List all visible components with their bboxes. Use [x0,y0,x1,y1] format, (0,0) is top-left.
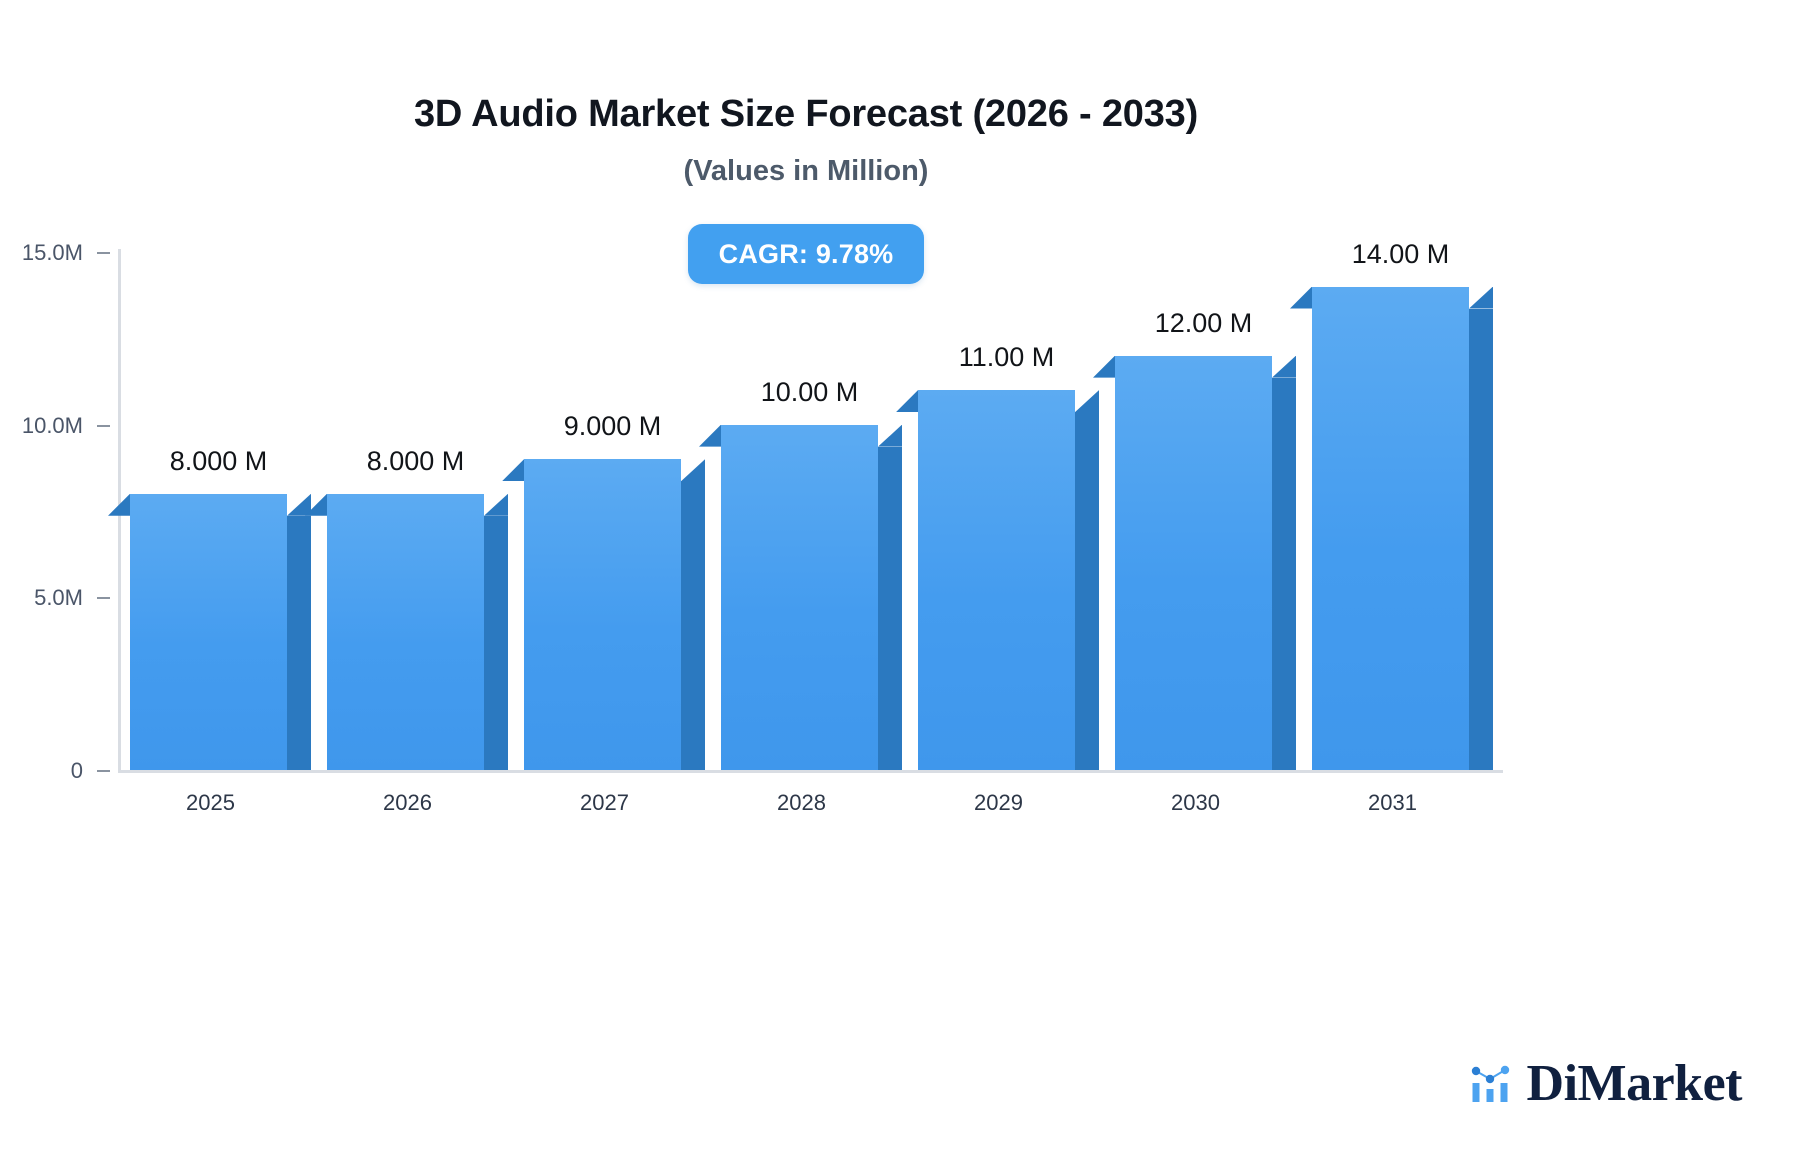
x-axis-tick-label: 2026 [383,790,432,815]
x-axis-tick-label: 2031 [1368,790,1417,815]
y-axis-tick-mark [97,597,110,600]
bar-value-label: 8.000 M [366,445,465,476]
bar-front-face [1115,355,1272,770]
bar-side-face [681,481,705,770]
bar [699,424,902,770]
bar-side-bevel [681,459,705,482]
y-axis-tick: 0 [0,758,110,784]
bar-side-face [1075,412,1099,770]
bar-front-face [524,459,681,770]
x-axis-tick-label: 2027 [580,790,629,815]
bar-value-label: 12.00 M [1154,307,1253,338]
y-axis-tick-mark [97,252,110,254]
chart-subtitle: (Values in Million) [683,154,929,187]
bar-side-bevel [287,493,311,516]
page-title: 3D Audio Market Size Forecast (2026 - 20… [413,93,1199,135]
bar-value-label: 11.00 M [958,342,1055,373]
bar [1290,286,1493,770]
bar-front-face [327,493,484,770]
brand-logo: DiMarket [1469,1055,1743,1112]
bar-side-bevel [1272,355,1296,378]
bar-value-label: 9.000 M [563,411,662,442]
bar-front-face [1312,286,1469,770]
bar-side-face [484,515,508,770]
y-axis-tick-label: 10.0M [21,412,83,438]
y-axis-tick-mark [97,770,110,772]
bar-side-face [1469,308,1493,770]
cagr-badge: CAGR: 9.78% [688,224,924,284]
bar-front-face [918,390,1075,770]
bar-side-face [878,446,902,770]
y-axis-tick-label: 5.0M [34,585,83,611]
bar-side-bevel [484,493,508,516]
title-block: 3D Audio Market Size Forecast (2026 - 20… [0,92,1612,188]
bar-value-label: 14.00 M [1351,238,1450,269]
bar-front-face [721,424,878,770]
logo-text: DiMarket [1526,1055,1743,1112]
x-axis-line [118,770,1503,773]
bar [305,493,508,770]
bar-left-bevel [1290,286,1312,309]
x-axis-tick-label: 2028 [777,790,826,815]
bar-side-bevel [878,424,902,447]
bar [896,390,1099,770]
bar-side-bevel [1469,286,1493,309]
y-axis-tick: 5.0M [0,585,110,611]
bar-value-label: 10.00 M [760,376,859,407]
bar-chart-icon [1469,1062,1513,1106]
bar-side-face [287,515,311,770]
x-axis-tick-label: 2030 [1171,790,1220,815]
bar [108,493,311,770]
y-axis-tick-label: 15.0M [21,240,83,265]
bar-side-face [1272,377,1296,770]
bar-value-label: 8.000 M [169,445,268,476]
y-axis-tick: 10.0M [0,413,110,439]
bar [502,459,705,770]
bar [1093,355,1296,770]
x-axis-tick-label: 2029 [974,790,1023,815]
bar-front-face [130,493,287,770]
bar-side-bevel [1075,390,1099,413]
y-axis-tick-mark [97,424,110,427]
y-axis-tick-label: 0 [70,758,83,783]
y-axis-tick: 15.0M [0,240,110,266]
x-axis-tick-label: 2025 [186,790,235,815]
